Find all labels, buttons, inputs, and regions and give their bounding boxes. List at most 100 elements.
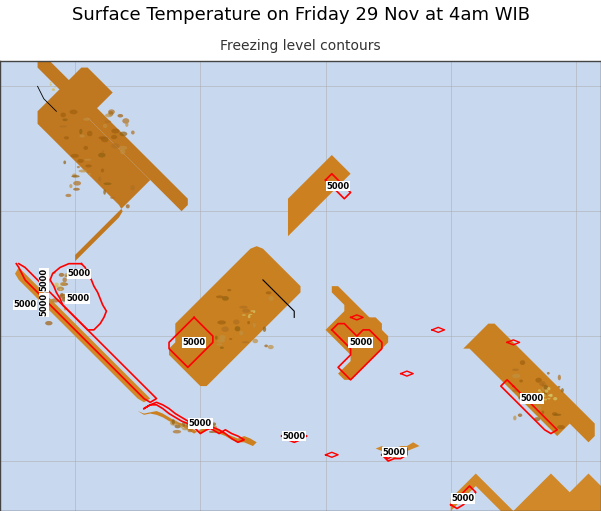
Polygon shape — [138, 411, 257, 446]
Ellipse shape — [84, 118, 90, 121]
Ellipse shape — [59, 273, 64, 277]
Ellipse shape — [108, 109, 115, 114]
Ellipse shape — [227, 289, 231, 291]
Polygon shape — [451, 474, 601, 511]
Ellipse shape — [219, 335, 225, 340]
Text: 5000: 5000 — [520, 394, 544, 403]
Ellipse shape — [519, 380, 523, 382]
Ellipse shape — [512, 368, 519, 371]
Text: Surface Temperature on Friday 29 Nov at 4am WIB: Surface Temperature on Friday 29 Nov at … — [72, 6, 529, 25]
Ellipse shape — [70, 110, 78, 114]
Ellipse shape — [268, 345, 273, 349]
Ellipse shape — [70, 154, 79, 158]
Ellipse shape — [120, 131, 127, 136]
Ellipse shape — [220, 346, 224, 349]
Ellipse shape — [101, 169, 104, 172]
Polygon shape — [288, 155, 350, 236]
Ellipse shape — [122, 118, 129, 124]
Ellipse shape — [108, 111, 114, 116]
Ellipse shape — [264, 344, 268, 347]
Ellipse shape — [543, 390, 547, 396]
Ellipse shape — [45, 292, 49, 296]
Text: 5000: 5000 — [383, 448, 406, 457]
Ellipse shape — [249, 314, 252, 315]
Ellipse shape — [187, 422, 194, 426]
Ellipse shape — [239, 306, 248, 309]
Ellipse shape — [73, 188, 80, 191]
Ellipse shape — [518, 396, 523, 400]
Ellipse shape — [557, 425, 565, 429]
Ellipse shape — [72, 173, 77, 177]
Ellipse shape — [204, 422, 210, 426]
Ellipse shape — [111, 135, 117, 139]
Ellipse shape — [558, 386, 560, 388]
Ellipse shape — [535, 378, 542, 383]
Ellipse shape — [543, 394, 546, 397]
Ellipse shape — [77, 166, 80, 168]
Ellipse shape — [64, 273, 68, 277]
Ellipse shape — [552, 412, 557, 415]
Ellipse shape — [170, 420, 178, 426]
Ellipse shape — [263, 327, 266, 332]
Ellipse shape — [59, 286, 61, 287]
Ellipse shape — [61, 112, 66, 118]
Ellipse shape — [63, 277, 67, 283]
Ellipse shape — [85, 159, 91, 161]
Ellipse shape — [62, 297, 66, 301]
Ellipse shape — [126, 204, 130, 208]
Ellipse shape — [54, 285, 58, 287]
Ellipse shape — [520, 360, 525, 365]
Ellipse shape — [79, 134, 85, 137]
Ellipse shape — [98, 153, 106, 157]
Ellipse shape — [542, 387, 546, 390]
Ellipse shape — [85, 165, 92, 168]
Ellipse shape — [56, 287, 64, 291]
Ellipse shape — [540, 391, 542, 393]
Ellipse shape — [185, 422, 191, 427]
Ellipse shape — [52, 272, 56, 274]
Polygon shape — [15, 267, 150, 402]
Ellipse shape — [518, 413, 522, 417]
Ellipse shape — [117, 114, 123, 118]
Ellipse shape — [547, 372, 550, 375]
Ellipse shape — [66, 194, 72, 197]
Ellipse shape — [105, 113, 112, 118]
Ellipse shape — [545, 390, 548, 393]
Ellipse shape — [269, 296, 274, 301]
Ellipse shape — [192, 425, 200, 429]
Ellipse shape — [253, 323, 256, 328]
Ellipse shape — [63, 119, 68, 121]
Ellipse shape — [214, 431, 218, 433]
Ellipse shape — [208, 424, 215, 427]
Ellipse shape — [78, 159, 84, 163]
Ellipse shape — [215, 336, 218, 340]
Ellipse shape — [217, 339, 225, 342]
Ellipse shape — [544, 399, 547, 401]
Polygon shape — [37, 67, 150, 261]
Ellipse shape — [242, 341, 249, 343]
Ellipse shape — [534, 417, 540, 421]
Ellipse shape — [59, 125, 67, 128]
Ellipse shape — [110, 197, 115, 199]
Ellipse shape — [53, 88, 55, 91]
Ellipse shape — [234, 326, 240, 331]
Ellipse shape — [182, 422, 185, 427]
Ellipse shape — [61, 283, 68, 286]
Ellipse shape — [79, 129, 82, 134]
Ellipse shape — [103, 124, 107, 128]
Text: 5000: 5000 — [189, 419, 212, 428]
Ellipse shape — [88, 173, 91, 175]
Ellipse shape — [547, 387, 551, 390]
Ellipse shape — [242, 314, 246, 316]
Ellipse shape — [513, 415, 516, 421]
Ellipse shape — [253, 310, 255, 313]
Ellipse shape — [553, 397, 557, 401]
Text: 5000: 5000 — [39, 268, 48, 291]
Ellipse shape — [60, 282, 66, 286]
Ellipse shape — [73, 181, 81, 185]
Ellipse shape — [125, 122, 129, 127]
Ellipse shape — [561, 388, 564, 392]
Ellipse shape — [130, 185, 135, 191]
Ellipse shape — [41, 312, 48, 316]
Ellipse shape — [118, 146, 127, 150]
